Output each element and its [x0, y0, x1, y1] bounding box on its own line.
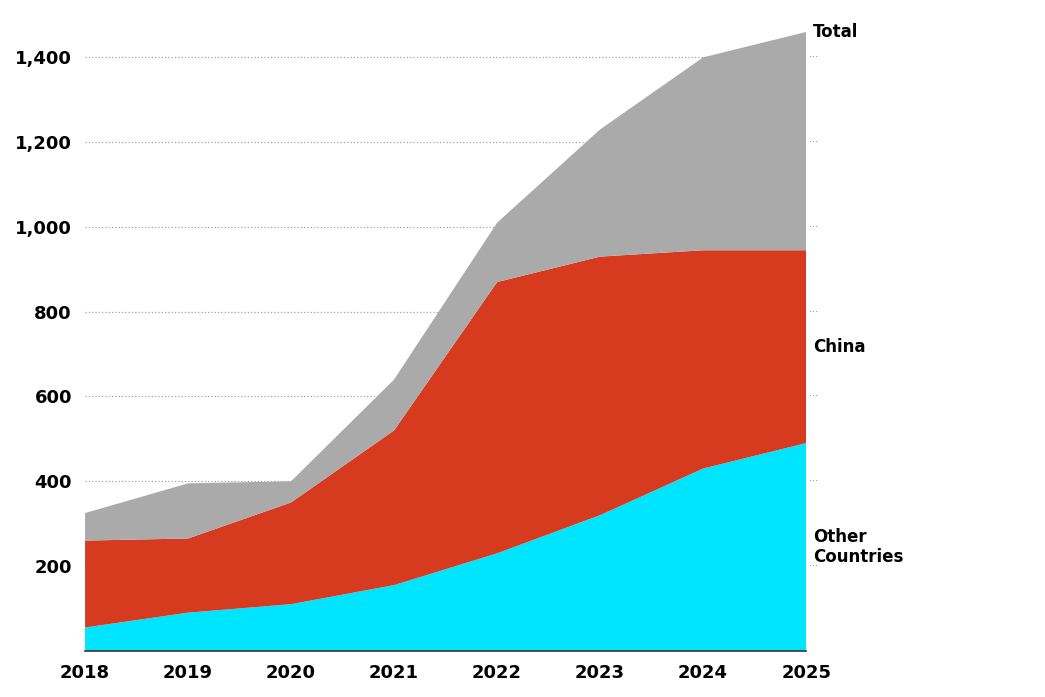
Text: ···: ··· — [806, 137, 818, 147]
Text: ···: ··· — [806, 392, 818, 401]
Text: ···: ··· — [806, 307, 818, 316]
Text: ···: ··· — [806, 561, 818, 571]
Text: ···: ··· — [806, 52, 818, 63]
Text: Total: Total — [813, 23, 859, 41]
Text: ···: ··· — [806, 476, 818, 487]
Text: ···: ··· — [806, 222, 818, 232]
Text: China: China — [813, 337, 866, 355]
Text: Other
Countries: Other Countries — [813, 528, 904, 567]
